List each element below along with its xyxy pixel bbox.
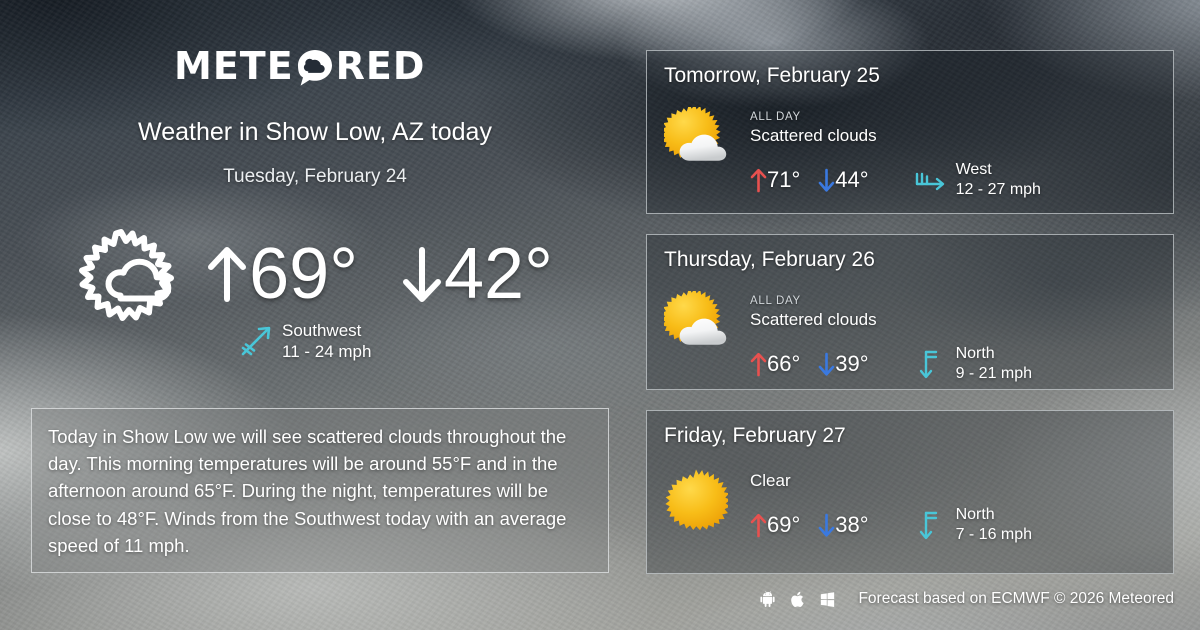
wind-barb-west-icon: [913, 163, 947, 197]
forecast-wind-speed: 7 - 16 mph: [955, 526, 1033, 543]
today-high-temp: 69°: [205, 238, 358, 310]
forecast-wind-direction: North: [955, 345, 995, 362]
forecast-description-box: Today in Show Low we will see scattered …: [31, 408, 609, 573]
forecast-card[interactable]: Thursday, February 26 ALL DAY Scattered …: [646, 234, 1174, 390]
forecast-card-body: ALL DAY Scattered clouds: [661, 103, 1163, 200]
today-wind-direction: Southwest: [282, 321, 362, 340]
today-wind: Southwest 11 - 24 mph: [236, 320, 371, 363]
forecast-card[interactable]: Tomorrow, February 25 ALL DAY Scattered …: [646, 50, 1174, 214]
forecast-temperatures: 66° 39°: [750, 351, 869, 377]
footer-credit: Forecast based on ECMWF © 2026 Meteored: [858, 590, 1174, 607]
arrow-down-icon: [818, 167, 835, 193]
cloud-speech-bubble-icon: [295, 48, 335, 88]
forecast-wind: North 7 - 16 mph: [913, 505, 1032, 545]
app-store-badges: [759, 590, 836, 608]
today-wind-text: Southwest 11 - 24 mph: [282, 320, 371, 363]
forecast-low-value: 39°: [835, 351, 869, 376]
sun-behind-cloud-icon: [661, 103, 732, 175]
today-conditions-row: 69° 42°: [0, 218, 630, 330]
today-low-value: 42°: [444, 234, 553, 314]
forecast-low-value: 44°: [835, 167, 869, 192]
forecast-card-info: ALL DAY Scattered clouds: [750, 291, 1163, 384]
forecast-temperatures: 71° 44°: [750, 167, 869, 193]
forecast-high-temp: 66°: [750, 351, 800, 377]
logo-text-part1: METE: [174, 44, 294, 88]
apple-icon[interactable]: [789, 591, 806, 608]
forecast-card-metrics: 66° 39°: [750, 344, 1163, 384]
forecast-wind-speed: 9 - 21 mph: [955, 365, 1033, 382]
forecast-card-title: Thursday, February 26: [664, 248, 875, 271]
forecast-condition: Scattered clouds: [750, 126, 877, 145]
forecast-period-label: ALL DAY: [750, 295, 801, 307]
today-temperatures: 69° 42°: [205, 238, 553, 310]
sun-behind-cloud-icon: [661, 287, 732, 359]
sun-behind-cloud-outline-icon: [77, 218, 195, 330]
forecast-low-value: 38°: [835, 512, 869, 537]
forecast-card-body: ALL DAY Scattered clouds: [661, 287, 1163, 384]
windows-icon[interactable]: [819, 591, 836, 608]
wind-barb-north-icon: [913, 347, 947, 381]
forecast-condition: Clear: [750, 471, 791, 490]
forecast-card-info: Clear 69°: [750, 467, 1163, 545]
wind-barb-southwest-icon: [236, 321, 276, 361]
forecast-card-title: Friday, February 27: [664, 424, 846, 447]
forecast-high-value: 71°: [767, 167, 801, 192]
forecast-high-value: 69°: [767, 512, 801, 537]
forecast-temperatures: 69° 38°: [750, 512, 869, 538]
arrow-down-icon: [400, 243, 444, 305]
forecast-low-temp: 44°: [818, 167, 869, 193]
today-wind-speed: 11 - 24 mph: [282, 342, 372, 362]
forecast-high-temp: 71°: [750, 167, 800, 193]
forecast-low-temp: 39°: [818, 351, 869, 377]
forecast-card-metrics: 69° 38°: [750, 505, 1163, 545]
arrow-up-icon: [750, 167, 767, 193]
sun-icon: [664, 467, 732, 535]
forecast-low-temp: 38°: [818, 512, 869, 538]
forecast-wind-speed: 12 - 27 mph: [955, 181, 1041, 198]
forecast-card-info: ALL DAY Scattered clouds: [750, 107, 1163, 200]
forecast-high-temp: 69°: [750, 512, 800, 538]
today-low-temp: 42°: [400, 238, 553, 310]
forecast-description-text: Today in Show Low we will see scattered …: [48, 426, 567, 556]
arrow-down-icon: [818, 512, 835, 538]
forecast-wind-text: West 12 - 27 mph: [956, 160, 1041, 200]
forecast-wind-direction: West: [955, 161, 992, 178]
arrow-down-icon: [818, 351, 835, 377]
forecast-card[interactable]: Friday, February 27 Clear: [646, 410, 1174, 574]
meteored-logo[interactable]: METE RED: [174, 44, 425, 88]
forecast-wind-text: North 7 - 16 mph: [956, 505, 1032, 545]
forecast-high-value: 66°: [767, 351, 801, 376]
forecast-wind: North 9 - 21 mph: [913, 344, 1032, 384]
logo-text-part2: RED: [335, 44, 426, 88]
wind-barb-north-icon: [913, 508, 947, 542]
footer: Forecast based on ECMWF © 2026 Meteored: [646, 590, 1174, 608]
forecast-condition: Scattered clouds: [750, 310, 877, 329]
today-high-value: 69°: [249, 234, 358, 314]
forecast-period-label: ALL DAY: [750, 111, 801, 123]
today-date: Tuesday, February 24: [223, 166, 407, 187]
arrow-up-icon: [205, 243, 249, 305]
page-title: Weather in Show Low, AZ today: [138, 118, 492, 146]
forecast-wind-text: North 9 - 21 mph: [956, 344, 1032, 384]
arrow-up-icon: [750, 351, 767, 377]
forecast-card-body: Clear 69°: [664, 467, 1163, 545]
forecast-wind-direction: North: [955, 506, 995, 523]
forecast-wind: West 12 - 27 mph: [913, 160, 1041, 200]
arrow-up-icon: [750, 512, 767, 538]
forecast-card-title: Tomorrow, February 25: [664, 64, 880, 87]
today-panel: METE RED Weather in Show Low, AZ today T…: [0, 44, 630, 573]
forecast-card-metrics: 71° 44°: [750, 160, 1163, 200]
android-icon[interactable]: [759, 590, 776, 608]
